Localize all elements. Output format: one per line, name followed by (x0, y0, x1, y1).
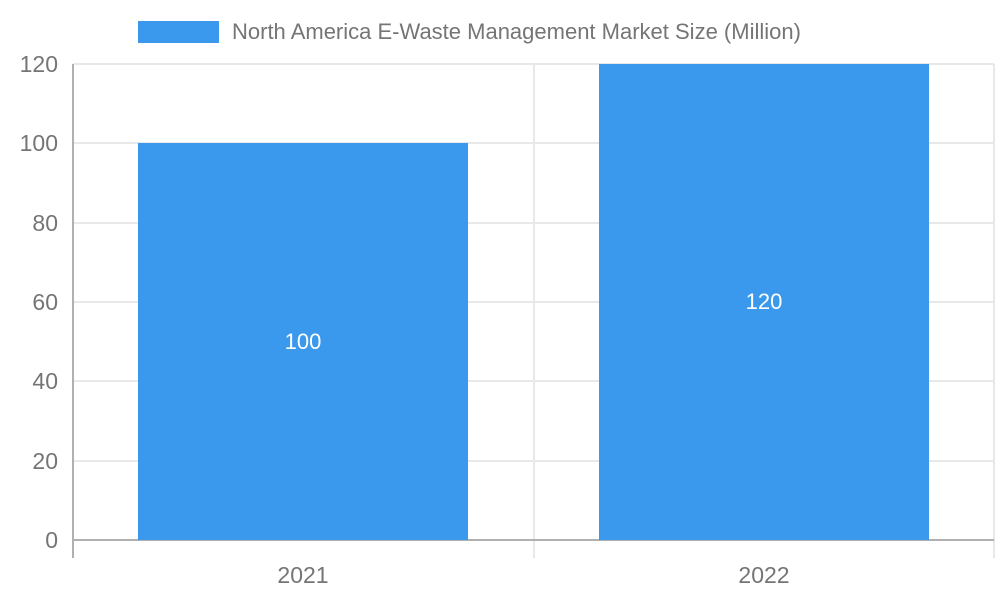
bar-2021[interactable] (138, 143, 468, 540)
y-axis-tick-label: 100 (19, 130, 58, 157)
y-axis-line (72, 64, 74, 558)
y-axis-tick-label: 60 (32, 289, 58, 315)
y-axis-tick-label: 0 (45, 527, 58, 553)
legend-label: North America E-Waste Management Market … (232, 19, 801, 44)
bar-2022[interactable] (599, 64, 929, 540)
bar-value-label: 120 (745, 289, 783, 314)
x-axis-tick-label: 2021 (277, 562, 329, 588)
y-axis-tick-label: 120 (19, 51, 58, 77)
y-axis-tick-label: 20 (32, 447, 58, 474)
y-axis-tick-label: 80 (32, 209, 58, 236)
x-axis-line (72, 539, 994, 541)
bar-value-label: 100 (284, 329, 322, 354)
gridline-vertical (993, 64, 995, 558)
y-axis-tick-label: 40 (32, 368, 58, 395)
legend: North America E-Waste Management Market … (138, 18, 801, 46)
plot-area: 100 120 (72, 63, 995, 558)
gridline-vertical (532, 64, 535, 558)
legend-swatch (138, 21, 219, 43)
x-axis-tick-label: 2022 (738, 562, 790, 588)
